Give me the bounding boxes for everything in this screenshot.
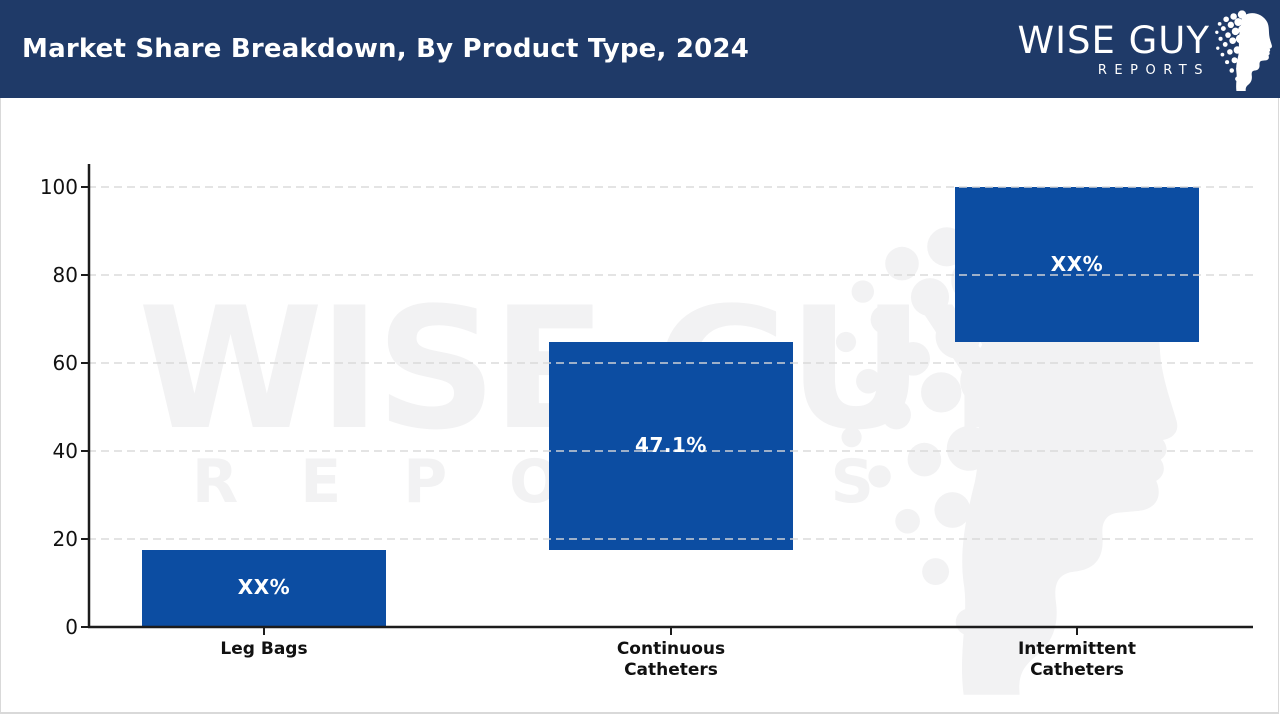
wise-guy-reports-logo: WISE GUY REPORTS: [1018, 7, 1272, 93]
y-tick-label: 40: [52, 439, 78, 463]
bar-0: [142, 549, 386, 627]
y-tick-label: 80: [52, 263, 78, 287]
bar-1: [549, 342, 793, 550]
logo-text: WISE GUY REPORTS: [1017, 19, 1210, 78]
y-tick-label: 100: [39, 175, 78, 199]
logo-wordmark: WISE GUY: [1017, 19, 1210, 63]
y-tick-label: 20: [52, 527, 78, 551]
x-category-label: Leg Bags: [220, 639, 308, 659]
x-category-label: Continuous Catheters: [616, 639, 726, 680]
logo-subtitle: REPORTS: [1097, 62, 1210, 78]
header-bar: Market Share Breakdown, By Product Type,…: [0, 0, 1280, 98]
bar-value-label: 47.1%: [635, 432, 707, 457]
x-category-label: Intermittent Catheters: [1017, 639, 1137, 680]
bar-value-label: XX%: [237, 575, 291, 600]
page-title: Market Share Breakdown, By Product Type,…: [22, 34, 749, 64]
y-tick-label: 60: [52, 351, 78, 375]
y-tick-label: 0: [65, 615, 78, 639]
bar-value-label: XX%: [1050, 251, 1104, 276]
